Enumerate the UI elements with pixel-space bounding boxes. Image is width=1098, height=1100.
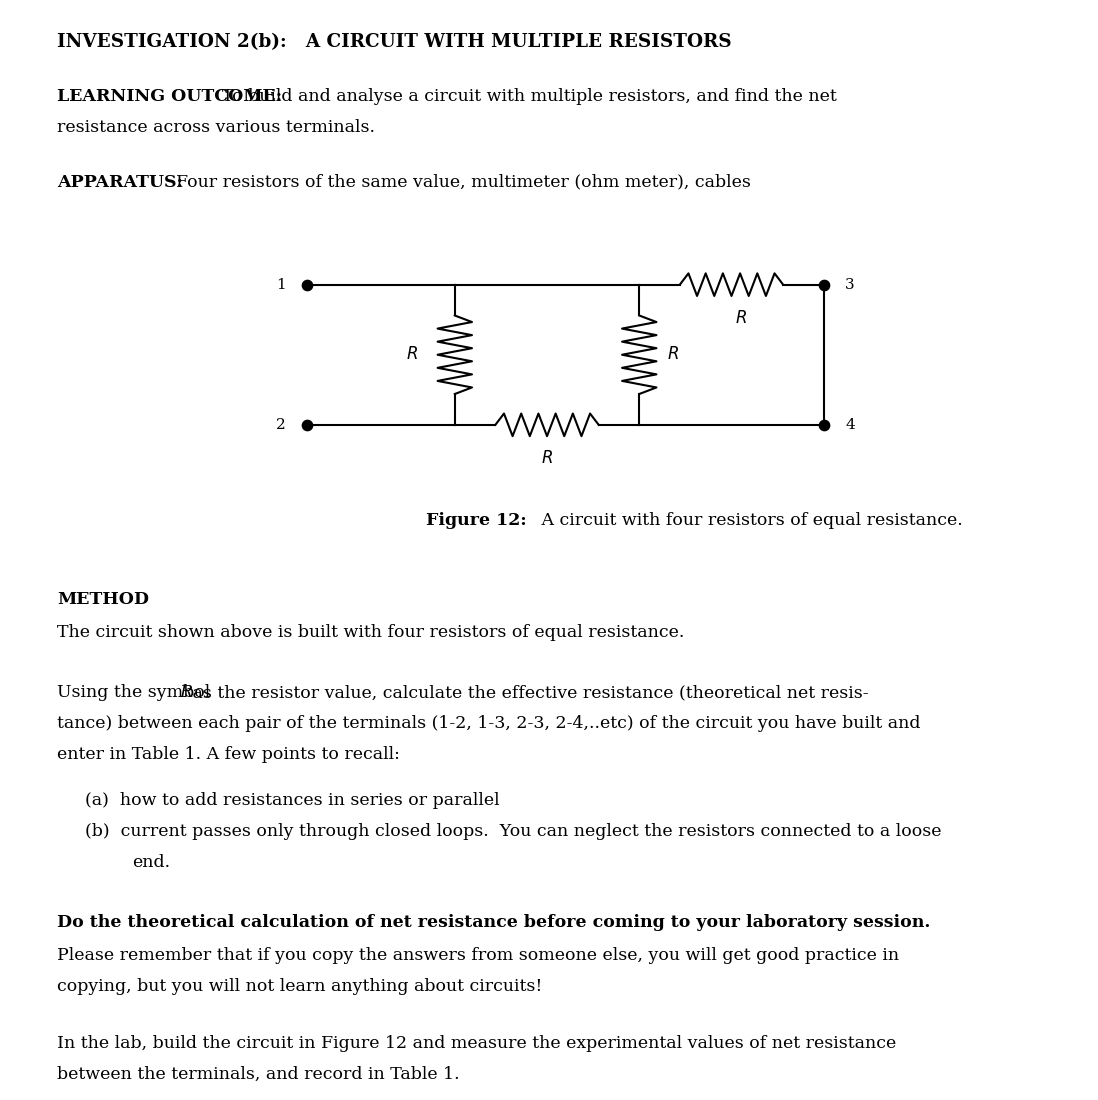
Text: Please remember that if you copy the answers from someone else, you will get goo: Please remember that if you copy the ans…	[57, 947, 899, 964]
Text: 2: 2	[276, 418, 285, 432]
Text: Figure 12:: Figure 12:	[426, 512, 527, 528]
Text: (a)  how to add resistances in series or parallel: (a) how to add resistances in series or …	[85, 792, 500, 808]
Text: METHOD: METHOD	[57, 591, 149, 607]
Text: APPARATUS:: APPARATUS:	[57, 174, 183, 190]
Text: Using the symbol: Using the symbol	[57, 684, 216, 701]
Text: 4: 4	[845, 418, 855, 432]
Point	[299, 416, 316, 433]
Point	[815, 276, 832, 294]
Text: In the lab, build the circuit in Figure 12 and measure the experimental values o: In the lab, build the circuit in Figure …	[57, 1035, 896, 1052]
Text: (b)  current passes only through closed loops.  You can neglect the resistors co: (b) current passes only through closed l…	[85, 823, 941, 839]
Text: To build and analyse a circuit with multiple resistors, and find the net: To build and analyse a circuit with mult…	[222, 88, 837, 104]
Point	[299, 276, 316, 294]
Text: 3: 3	[845, 277, 855, 292]
Text: $R$: $R$	[735, 309, 747, 327]
Text: tance) between each pair of the terminals (1-2, 1-3, 2-3, 2-4,..etc) of the circ: tance) between each pair of the terminal…	[57, 715, 920, 732]
Text: $R$: $R$	[666, 346, 679, 363]
Text: between the terminals, and record in Table 1.: between the terminals, and record in Tab…	[57, 1066, 460, 1082]
Text: INVESTIGATION 2(b):   A CIRCUIT WITH MULTIPLE RESISTORS: INVESTIGATION 2(b): A CIRCUIT WITH MULTI…	[57, 33, 731, 51]
Point	[815, 416, 832, 433]
Text: copying, but you will not learn anything about circuits!: copying, but you will not learn anything…	[57, 978, 542, 994]
Text: R: R	[180, 684, 192, 701]
Text: A circuit with four resistors of equal resistance.: A circuit with four resistors of equal r…	[536, 512, 963, 528]
Text: enter in Table 1. A few points to recall:: enter in Table 1. A few points to recall…	[57, 746, 400, 762]
Text: $R$: $R$	[406, 346, 418, 363]
Text: 1: 1	[276, 277, 285, 292]
Text: The circuit shown above is built with four resistors of equal resistance.: The circuit shown above is built with fo…	[57, 624, 684, 640]
Text: end.: end.	[132, 854, 170, 870]
Text: resistance across various terminals.: resistance across various terminals.	[57, 119, 376, 135]
Text: LEARNING OUTCOME:: LEARNING OUTCOME:	[57, 88, 282, 104]
Text: as the resistor value, calculate the effective resistance (theoretical net resis: as the resistor value, calculate the eff…	[187, 684, 869, 701]
Text: Four resistors of the same value, multimeter (ohm meter), cables: Four resistors of the same value, multim…	[176, 174, 751, 190]
Text: $R$: $R$	[541, 450, 553, 466]
Text: Do the theoretical calculation of net resistance before coming to your laborator: Do the theoretical calculation of net re…	[57, 914, 930, 931]
